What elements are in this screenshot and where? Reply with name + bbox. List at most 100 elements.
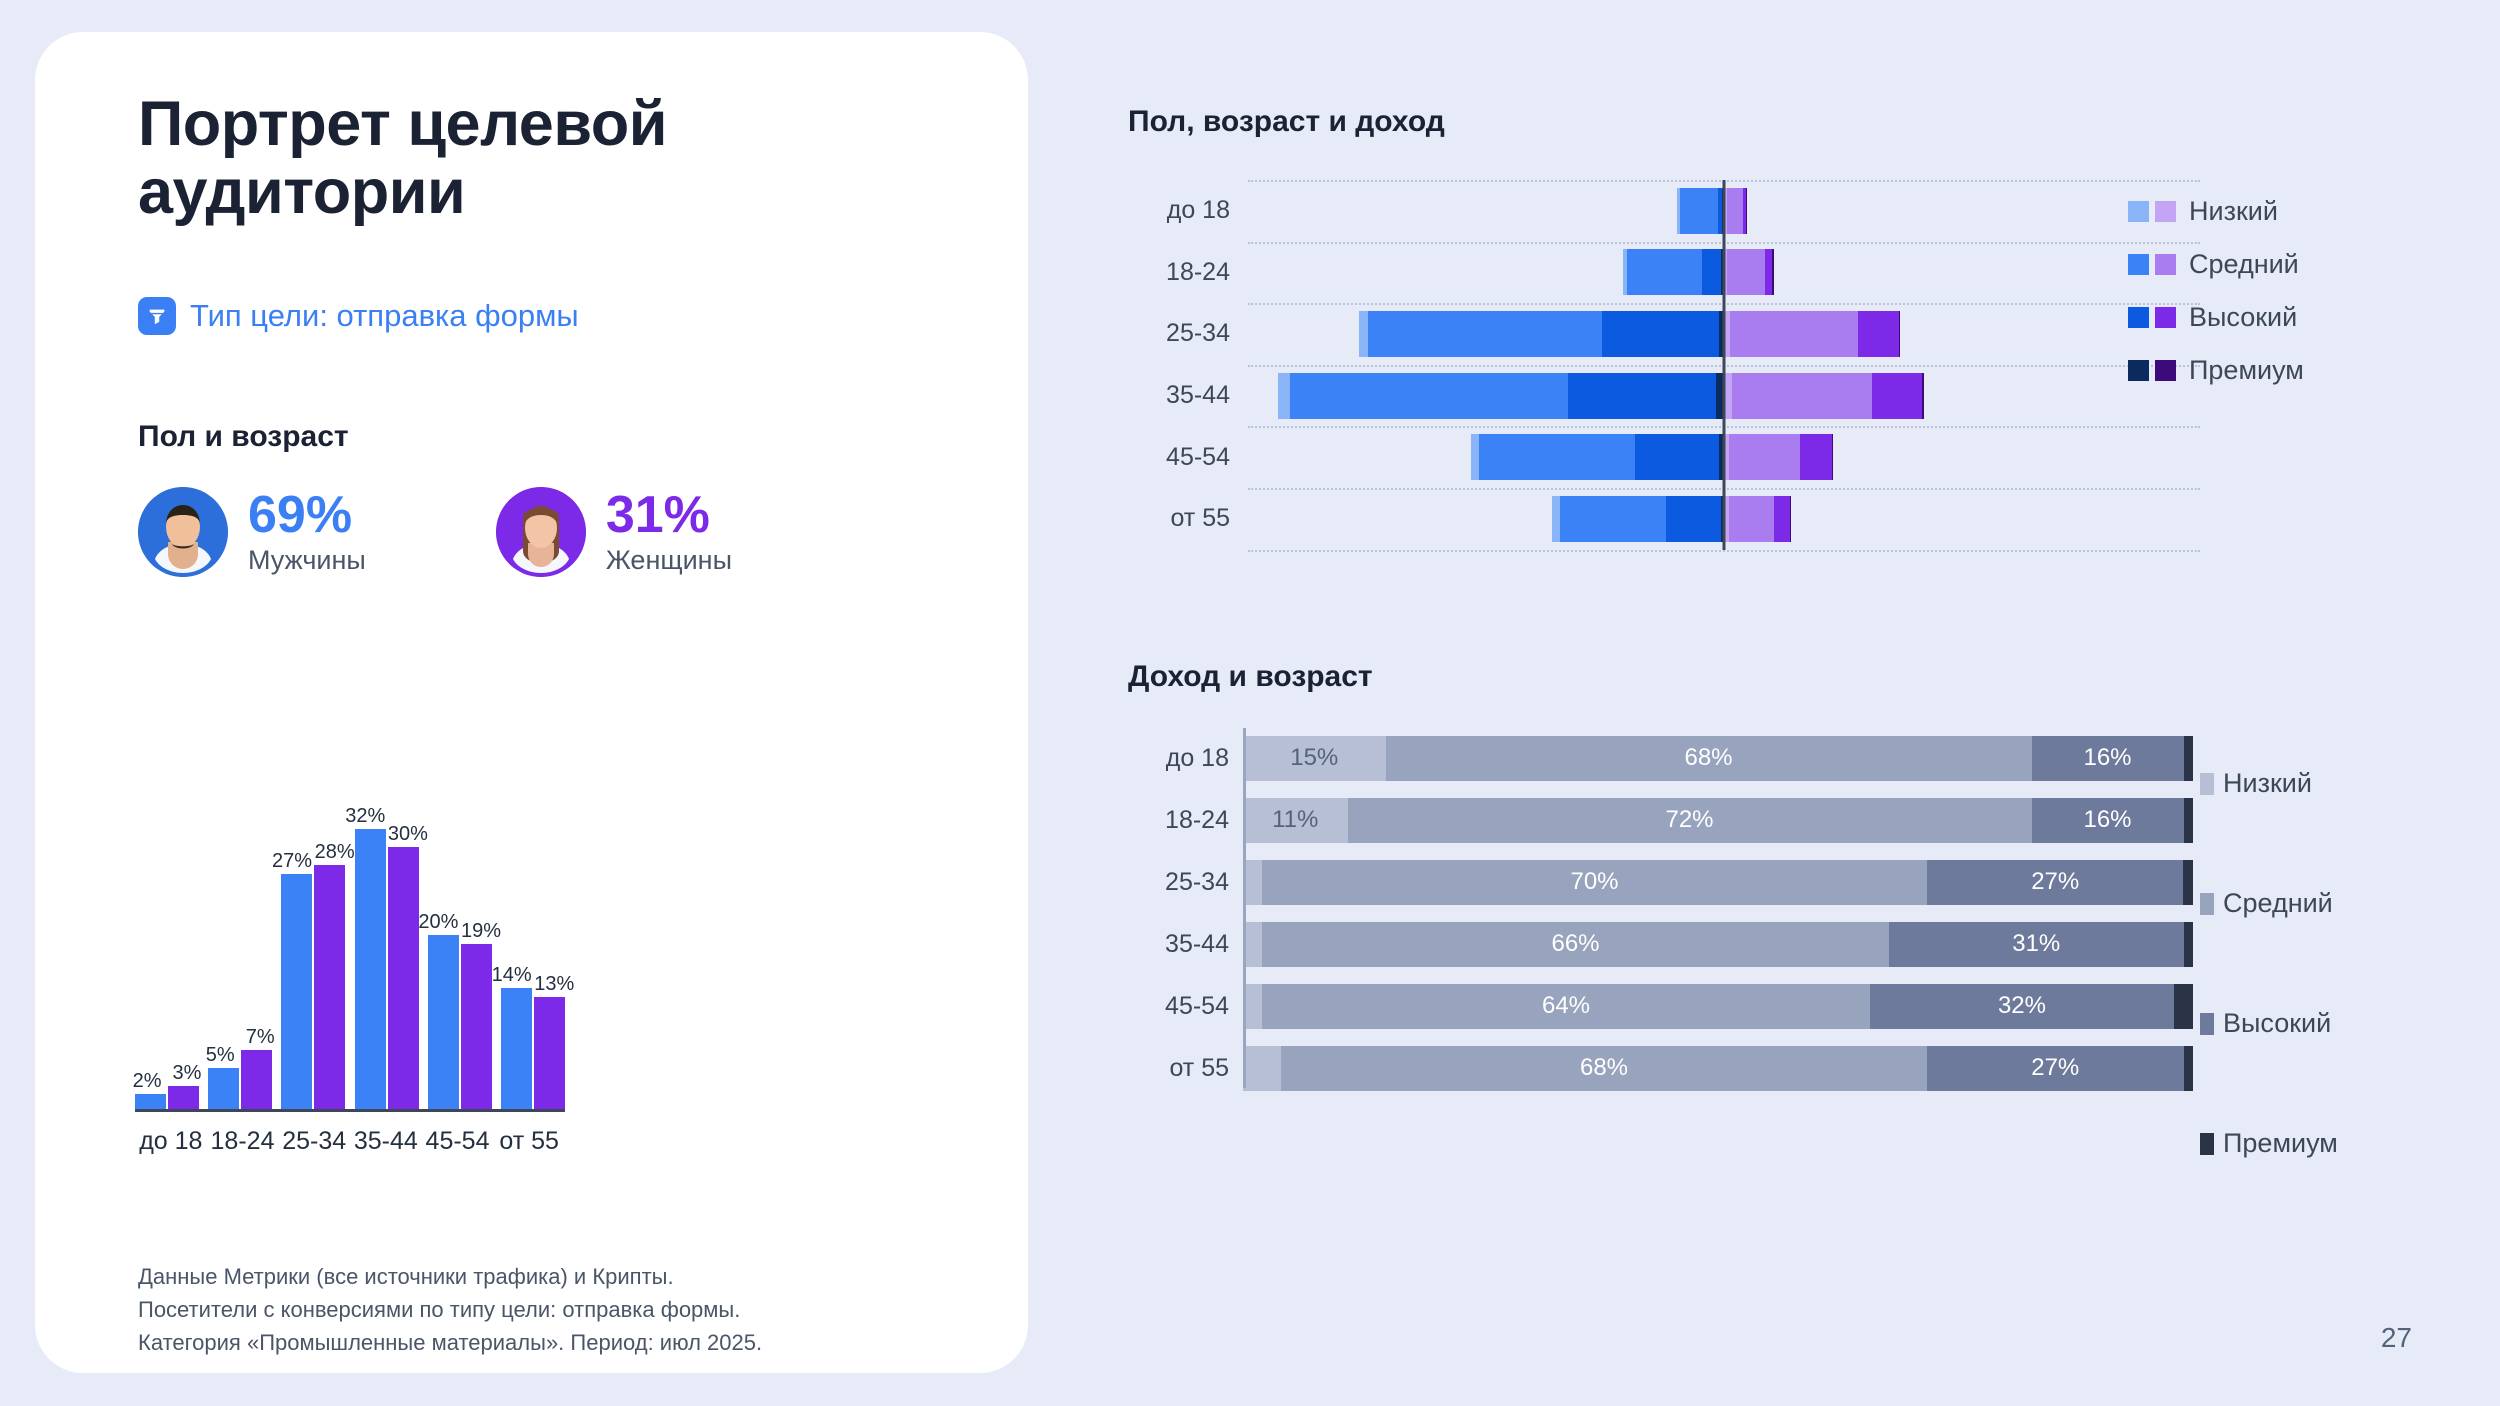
bar-value-label: 2% (132, 1070, 162, 1093)
pyramid-legend-item[interactable]: Средний (2128, 249, 2304, 280)
pyramid-legend-label: Средний (2189, 249, 2299, 279)
income-segment-mid: 68% (1385, 735, 2032, 781)
age-group: 14% 13% (492, 964, 574, 1112)
age-group: 27% 28% (272, 841, 355, 1112)
pyramid-segment-premium (1831, 434, 1834, 481)
bar-value-label: 5% (205, 1043, 235, 1066)
male-avatar-icon (138, 487, 228, 577)
income-segment-label: 68% (1579, 1054, 1629, 1081)
pyramid-row-track (1248, 426, 2200, 488)
pyramid-legend-item[interactable]: Низкий (2128, 196, 2304, 227)
pyramid-legend-item[interactable]: Премиум (2128, 355, 2304, 386)
pyramid-row: до 18 (1128, 180, 2200, 242)
gender-stat-male: 69% Мужчины (138, 487, 366, 577)
income-legend-label: Низкий (2223, 768, 2312, 798)
pyramid-row: 45-54 (1128, 426, 2200, 488)
pyramid-legend-label: Низкий (2189, 196, 2278, 226)
pyramid-segment-premium (1720, 495, 1724, 542)
female-texts: 31% Женщины (606, 489, 732, 576)
pyramid-segment-mid (1290, 372, 1569, 419)
male-bar (281, 873, 313, 1112)
income-segment-low: 15% (1243, 735, 1386, 781)
male-bar-wrap: 14% (492, 964, 532, 1112)
pyramid-segment-premium (1716, 372, 1724, 419)
male-bar (208, 1067, 240, 1112)
male-bar (500, 988, 532, 1112)
age-group: 20% 19% (418, 911, 501, 1112)
income-legend: Низкий Средний Высокий Премиум (2200, 728, 2480, 1158)
income-segment-label: 64% (1541, 992, 1591, 1019)
male-bar-wrap: 20% (418, 911, 459, 1112)
female-bar-wrap: 13% (533, 973, 574, 1112)
pyramid-row-label: 45-54 (1166, 442, 1230, 471)
gender-age-income-pyramid-chart: до 18 18-24 25-34 35-44 45-54 от 55 (1128, 180, 2200, 552)
pyramid-segment-premium (1789, 495, 1791, 542)
pyramid-row-label: до 18 (1166, 196, 1230, 225)
income-segment-high: 27% (1927, 1045, 2184, 1091)
pyramid-segment-mid (1728, 434, 1801, 481)
income-segment-low (1243, 859, 1262, 905)
income-row: 45-54 64% 32% (1128, 976, 2193, 1036)
legend-swatch-pair (2128, 201, 2176, 222)
pyramid-segment-mid (1727, 187, 1743, 234)
income-legend-label: Средний (2223, 888, 2333, 918)
age-group: 2% 3% (133, 1062, 201, 1112)
female-legend-swatch (2155, 307, 2176, 328)
age-category-labels: до 18 18-24 25-34 35-44 45-54 от 55 (135, 1127, 565, 1156)
pyramid-center-axis (1722, 180, 1726, 550)
income-legend-item[interactable]: Премиум (2200, 1128, 2338, 1159)
pyramid-segment-mid (1627, 249, 1703, 296)
audience-portrait-card: Портрет целевой аудитории Тип цели: отпр… (35, 32, 1028, 1373)
income-row-label: 25-34 (1165, 867, 1229, 896)
female-bar (241, 1050, 273, 1112)
income-row: 35-44 66% 31% (1128, 914, 2193, 974)
pyramid-row-track (1248, 488, 2200, 550)
pyramid-segment-low (1724, 249, 1728, 296)
income-segment-mid: 66% (1262, 921, 1889, 967)
income-segment-label: 66% (1551, 930, 1600, 957)
income-segment-mid: 64% (1262, 983, 1870, 1029)
income-segment-label: 68% (1684, 744, 1733, 771)
income-segment-low (1243, 1045, 1281, 1091)
income-segment-high: 32% (1869, 983, 2174, 1029)
pyramid-segment-mid (1727, 249, 1765, 296)
footnote-line: Категория «Промышленные материалы». Пери… (138, 1330, 763, 1355)
age-category-label: 18-24 (210, 1127, 275, 1155)
income-legend-item[interactable]: Высокий (2200, 1008, 2331, 1039)
pyramid-row: 35-44 (1128, 365, 2200, 427)
income-segment-label: 27% (2031, 1054, 2080, 1081)
income-row: до 18 15% 68% 16% (1128, 728, 2193, 788)
income-legend-swatch (2200, 1132, 2214, 1155)
income-segment-low (1243, 983, 1262, 1029)
income-row-track: 68% 27% (1243, 1045, 2193, 1091)
male-legend-swatch (2128, 201, 2149, 222)
male-bar-wrap: 27% (272, 850, 313, 1112)
income-segment-premium (2183, 797, 2193, 843)
pyramid-segment-low (1724, 495, 1729, 542)
age-category-label: до 18 (139, 1127, 203, 1155)
form-funnel-icon (138, 297, 176, 335)
income-segment-mid: 68% (1281, 1045, 1927, 1091)
pyramid-female-bar (1724, 187, 1747, 234)
pyramid-row-label: 25-34 (1166, 319, 1230, 348)
female-bar (460, 944, 492, 1112)
pyramid-male-bar (1471, 434, 1724, 481)
gender-stat-female: 31% Женщины (495, 487, 732, 577)
age-group: 32% 30% (345, 805, 428, 1112)
income-row: от 55 68% 27% (1128, 1038, 2193, 1098)
income-segment-premium (2183, 859, 2193, 905)
income-segment-low (1243, 921, 1262, 967)
male-bar-wrap: 2% (133, 1070, 166, 1112)
pyramid-legend-label: Премиум (2189, 355, 2304, 385)
pyramid-segment-mid (1368, 310, 1603, 357)
pyramid-segment-mid (1680, 187, 1718, 234)
age-category-label: 45-54 (425, 1127, 490, 1155)
gender-summary: 69% Мужчины 31% Женщины (138, 487, 732, 577)
income-legend-item[interactable]: Средний (2200, 888, 2333, 919)
male-legend-swatch (2128, 307, 2149, 328)
pyramid-segment-high (1773, 495, 1790, 542)
female-bar-wrap: 30% (387, 823, 428, 1112)
income-legend-item[interactable]: Низкий (2200, 768, 2312, 799)
pyramid-legend-item[interactable]: Высокий (2128, 302, 2304, 333)
income-segment-label: 72% (1665, 806, 1714, 833)
